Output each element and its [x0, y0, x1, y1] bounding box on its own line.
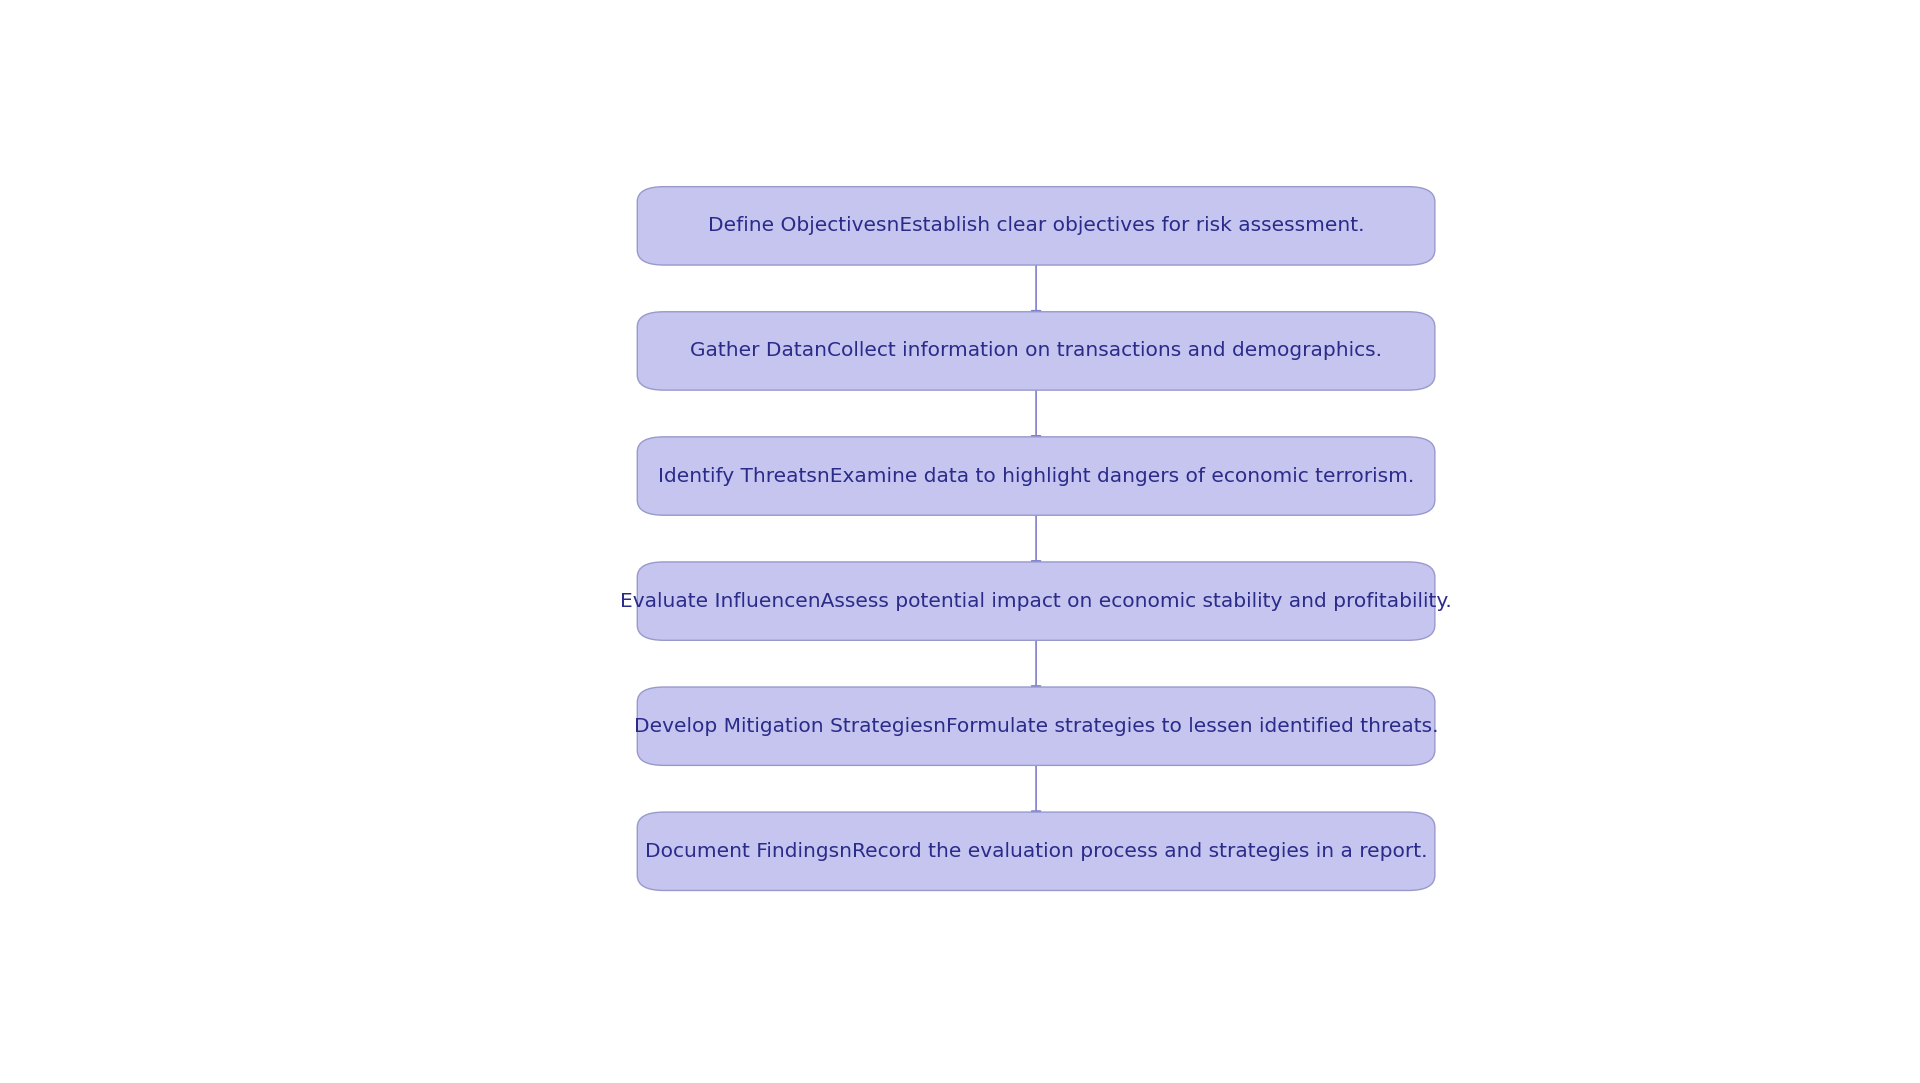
Text: Define ObjectivesnEstablish clear objectives for risk assessment.: Define ObjectivesnEstablish clear object… — [708, 217, 1365, 235]
Text: Document FindingsnRecord the evaluation process and strategies in a report.: Document FindingsnRecord the evaluation … — [645, 841, 1427, 861]
Text: Gather DatanCollect information on transactions and demographics.: Gather DatanCollect information on trans… — [689, 341, 1382, 361]
FancyBboxPatch shape — [637, 687, 1434, 766]
FancyBboxPatch shape — [637, 312, 1434, 390]
FancyBboxPatch shape — [637, 436, 1434, 516]
FancyBboxPatch shape — [637, 812, 1434, 890]
Text: Identify ThreatsnExamine data to highlight dangers of economic terrorism.: Identify ThreatsnExamine data to highlig… — [659, 467, 1415, 485]
FancyBboxPatch shape — [637, 186, 1434, 265]
Text: Develop Mitigation StrategiesnFormulate strategies to lessen identified threats.: Develop Mitigation StrategiesnFormulate … — [634, 717, 1438, 735]
FancyBboxPatch shape — [637, 562, 1434, 640]
Text: Evaluate InfluencenAssess potential impact on economic stability and profitabili: Evaluate InfluencenAssess potential impa… — [620, 591, 1452, 611]
